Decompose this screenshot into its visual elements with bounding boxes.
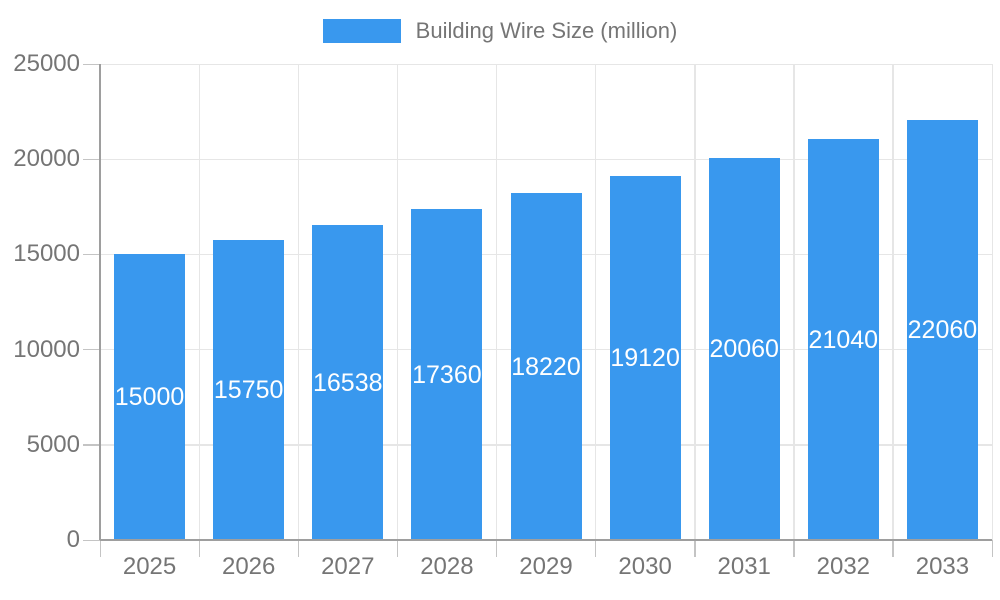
legend-label: Building Wire Size (million) (415, 18, 678, 43)
y-axis-tick (83, 539, 100, 541)
bar-value-label-2032: 21040 (808, 325, 879, 354)
x-axis-label-2027: 2027 (321, 553, 375, 580)
x-gridline (297, 64, 300, 540)
bar-2028 (411, 209, 483, 540)
x-axis-tick (297, 540, 300, 557)
bar-2032 (807, 139, 879, 540)
y-axis-label: 20000 (13, 145, 80, 173)
y-axis-line (99, 64, 101, 540)
bar-value-label-2030: 19120 (610, 343, 680, 372)
x-gridline (991, 64, 993, 540)
x-axis-label-2030: 2030 (618, 553, 672, 580)
y-gridline (100, 158, 992, 161)
x-axis-line (100, 539, 992, 541)
x-axis-tick (793, 540, 795, 557)
bar-value-label-2027: 16538 (313, 368, 383, 397)
bar-value-label-2033: 22060 (907, 315, 978, 344)
x-axis-tick (495, 540, 498, 557)
bar-value-label-2028: 17360 (412, 360, 482, 389)
x-axis-label-2026: 2026 (221, 553, 276, 580)
x-axis-label-2028: 2028 (420, 553, 474, 580)
x-axis-label-2032: 2032 (816, 553, 871, 580)
x-axis-tick (892, 540, 894, 557)
x-axis-label-2033: 2033 (915, 553, 970, 580)
y-axis-label: 15000 (13, 240, 80, 268)
bar-value-label-2031: 20060 (709, 335, 779, 364)
legend-item[interactable]: Building Wire Size (million) (0, 18, 1000, 44)
x-axis-tick (198, 540, 200, 557)
y-axis-label: 5000 (26, 430, 80, 458)
y-axis-tick (83, 253, 100, 256)
bar-2033 (906, 119, 978, 540)
x-axis-label-2025: 2025 (122, 553, 177, 580)
y-axis-tick (83, 349, 100, 351)
y-axis-tick (83, 444, 100, 446)
bar-2031 (708, 158, 780, 540)
x-gridline (694, 64, 696, 540)
x-axis-tick (694, 540, 696, 557)
bar-value-label-2025: 15000 (114, 383, 185, 412)
x-axis-tick (595, 540, 597, 557)
y-axis-tick (83, 158, 100, 161)
bar-2027 (312, 225, 384, 540)
bar-2029 (510, 193, 582, 540)
y-gridline (100, 63, 992, 65)
x-gridline (595, 64, 597, 540)
x-gridline (892, 64, 894, 540)
x-axis-tick (99, 540, 101, 557)
y-axis-label: 0 (66, 526, 80, 553)
x-axis-tick (991, 540, 993, 557)
y-axis-label: 25000 (13, 50, 80, 77)
bar-value-label-2026: 15750 (213, 376, 284, 405)
legend-color-swatch (322, 19, 401, 43)
bar-2026 (213, 240, 285, 540)
x-gridline (495, 64, 498, 540)
bar-2030 (609, 175, 681, 540)
x-axis-label-2029: 2029 (519, 553, 573, 580)
x-axis-label-2031: 2031 (717, 553, 771, 580)
y-axis-tick (83, 63, 100, 65)
bar-value-label-2029: 18220 (511, 352, 581, 381)
x-gridline (198, 64, 200, 540)
y-axis-label: 10000 (13, 335, 80, 363)
x-axis-tick (396, 540, 399, 557)
bar-2025 (114, 254, 186, 540)
x-gridline (793, 64, 795, 540)
x-gridline (396, 64, 399, 540)
